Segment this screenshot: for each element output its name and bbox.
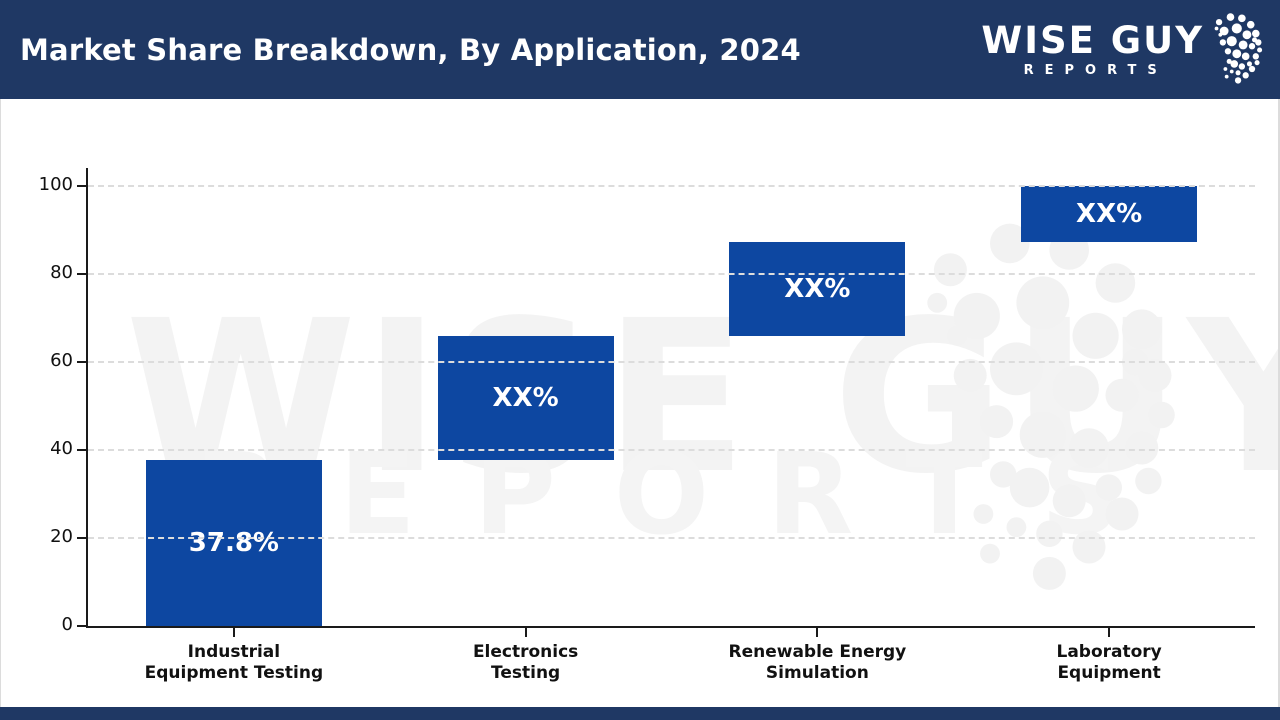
left-border [0,99,1,707]
gridline-20 [88,537,1255,539]
bar-value-label: XX% [1076,198,1143,229]
x-axis-label: Laboratory Equipment [1056,642,1162,683]
y-tick [77,537,86,539]
y-tick [77,449,86,451]
logo-text: WISE GUY REPORTS [981,18,1204,78]
y-tick [77,361,86,363]
bar-3: XX% [729,241,906,336]
logo-reports-label: REPORTS [1023,62,1168,78]
logo-head-icon [1214,12,1263,84]
bar-1: 37.8% [145,459,322,626]
y-axis-label: 0 [61,614,73,635]
x-tick [232,628,235,637]
bar-value-label: XX% [492,382,559,413]
bar-4: XX% [1021,186,1198,242]
y-tick [77,185,86,187]
gridline-40 [88,449,1255,451]
logo-wiseguy-label: WISE GUY [981,18,1204,62]
y-axis-label: 80 [50,262,73,283]
gridline-100 [88,185,1255,187]
y-axis-label: 20 [50,526,73,547]
x-axis-line [86,626,1255,628]
y-axis-line [86,168,88,628]
y-tick [77,273,86,275]
page-title: Market Share Breakdown, By Application, … [20,32,801,67]
x-tick [816,628,819,637]
right-border [1278,99,1280,707]
bar-2: XX% [437,335,614,460]
footer-bar [0,707,1280,720]
x-axis-label: Industrial Equipment Testing [144,642,324,683]
bar-value-label: 37.8% [188,527,279,558]
x-axis-label: Renewable Energy Simulation [728,642,907,683]
y-axis-label: 100 [38,174,73,195]
gridline-60 [88,361,1255,363]
gridline-80 [88,273,1255,275]
x-tick [524,628,527,637]
bar-value-label: XX% [784,273,851,304]
x-tick [1108,628,1111,637]
x-axis-label: Electronics Testing [472,642,579,683]
y-axis-label: 60 [50,350,73,371]
header-banner: Market Share Breakdown, By Application, … [0,0,1280,99]
y-axis-label: 40 [50,438,73,459]
wise-guy-reports-logo: WISE GUY REPORTS [981,0,1266,99]
y-tick [77,625,86,627]
